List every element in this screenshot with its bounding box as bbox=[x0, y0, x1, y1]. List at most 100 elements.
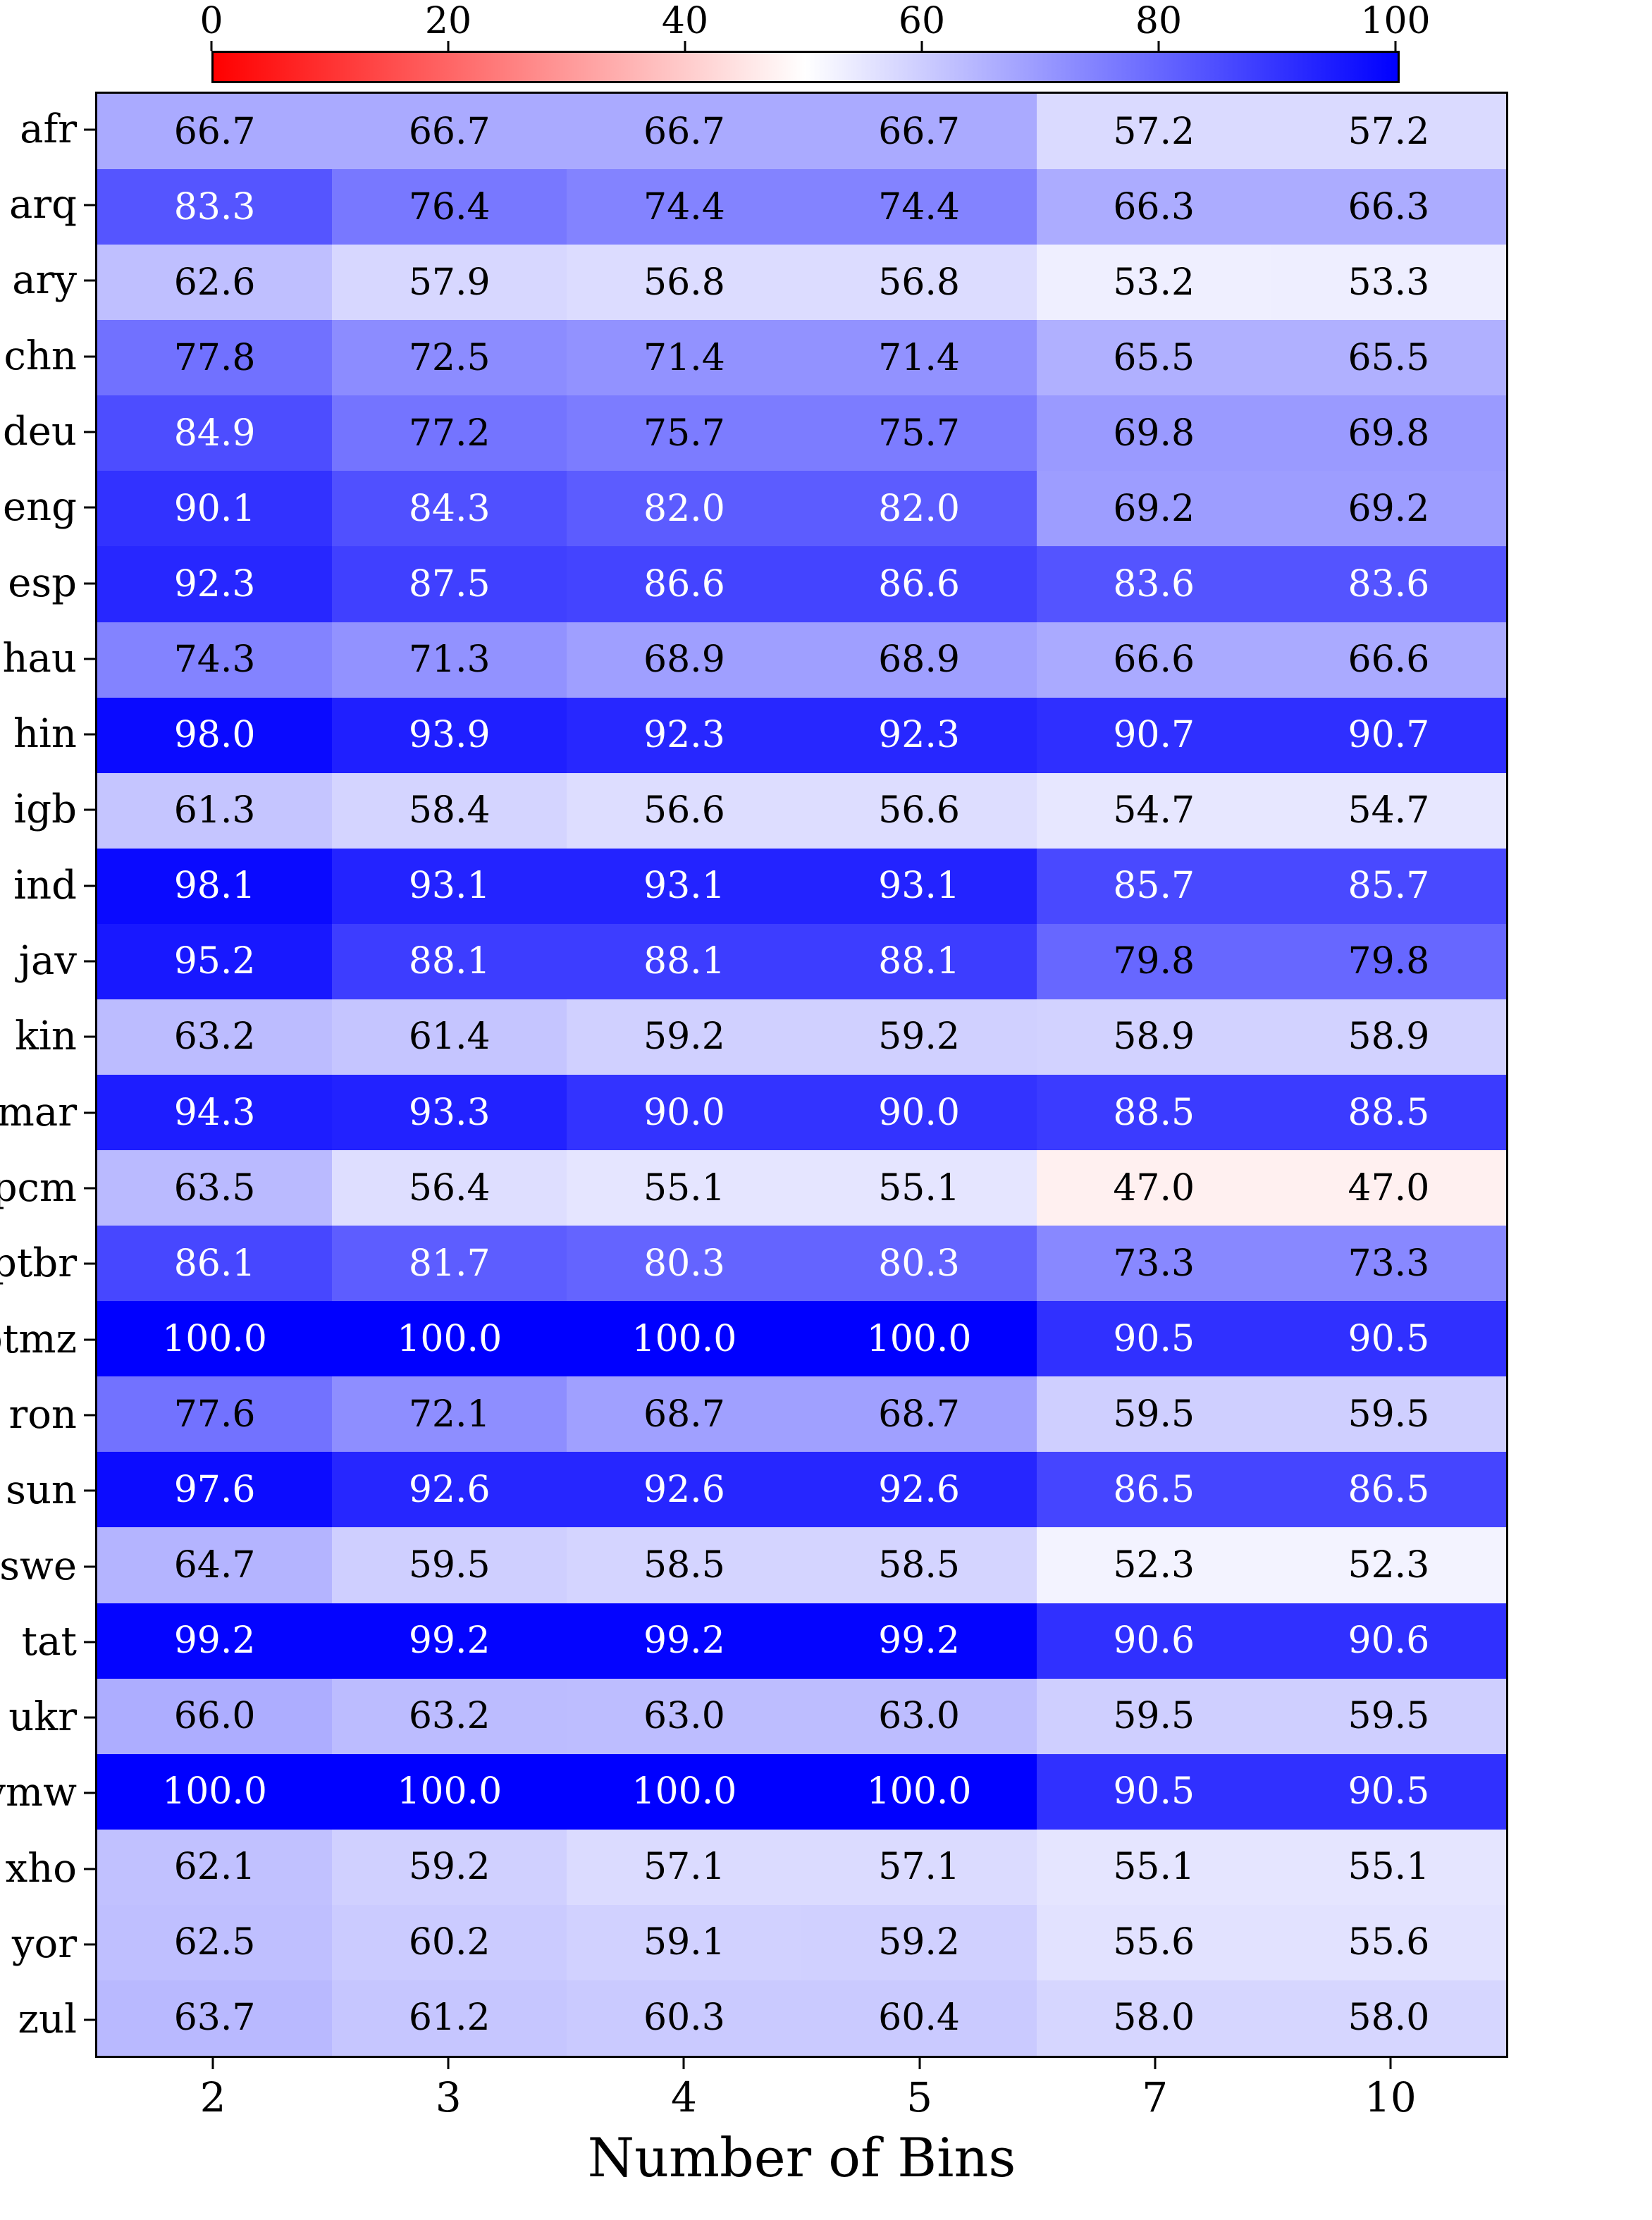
heatmap-cell-hin-5: 92.3 bbox=[801, 697, 1037, 773]
heatmap-cell-ptmz-7: 90.5 bbox=[1036, 1301, 1271, 1377]
row-label-ary: ary bbox=[12, 257, 77, 304]
heatmap-cell-pcm-4: 55.1 bbox=[567, 1150, 802, 1226]
heatmap-cell-vmw-4: 100.0 bbox=[567, 1753, 802, 1830]
heatmap-cell-arq-2: 83.3 bbox=[97, 169, 333, 245]
row-label-hau: hau bbox=[2, 635, 77, 682]
heatmap-cell-chn-7: 65.5 bbox=[1036, 320, 1271, 396]
heatmap-cell-tat-3: 99.2 bbox=[332, 1603, 567, 1679]
heatmap-cell-ind-10: 85.7 bbox=[1271, 848, 1506, 924]
row-label-pcm: pcm bbox=[0, 1164, 77, 1211]
heatmap-cell-jav-2: 95.2 bbox=[97, 923, 333, 999]
heatmap-cell-arq-7: 66.3 bbox=[1036, 169, 1271, 245]
y-axis-tick bbox=[84, 658, 95, 660]
row-label-igb: igb bbox=[13, 787, 77, 833]
heatmap-cell-zul-3: 61.2 bbox=[332, 1980, 567, 2056]
heatmap-cell-igb-7: 54.7 bbox=[1036, 772, 1271, 849]
heatmap-cell-ukr-10: 59.5 bbox=[1271, 1678, 1506, 1754]
y-axis-tick bbox=[84, 1641, 95, 1644]
heatmap-cell-ron-3: 72.1 bbox=[332, 1376, 567, 1453]
heatmap-cell-yor-10: 55.6 bbox=[1271, 1904, 1506, 1980]
y-axis-tick bbox=[84, 128, 95, 131]
heatmap-cell-xho-4: 57.1 bbox=[567, 1829, 802, 1905]
heatmap-cell-ron-2: 77.6 bbox=[97, 1376, 333, 1453]
y-axis-tick bbox=[84, 1187, 95, 1190]
row-label-chn: chn bbox=[4, 333, 78, 379]
y-axis-tick bbox=[84, 1868, 95, 1870]
heatmap-cell-xho-7: 55.1 bbox=[1036, 1829, 1271, 1905]
heatmap-cell-xho-10: 55.1 bbox=[1271, 1829, 1506, 1905]
row-label-afr: afr bbox=[20, 106, 77, 152]
heatmap-cell-ind-7: 85.7 bbox=[1036, 848, 1271, 924]
heatmap-cell-vmw-3: 100.0 bbox=[332, 1753, 567, 1830]
heatmap-cell-zul-5: 60.4 bbox=[801, 1980, 1037, 2056]
heatmap-cell-esp-7: 83.6 bbox=[1036, 546, 1271, 622]
x-axis-tick bbox=[1154, 2058, 1157, 2069]
x-tick-label-7: 7 bbox=[1142, 2073, 1169, 2121]
heatmap-cell-ary-2: 62.6 bbox=[97, 245, 333, 321]
heatmap-cell-yor-3: 60.2 bbox=[332, 1904, 567, 1980]
heatmap-cell-jav-4: 88.1 bbox=[567, 923, 802, 999]
y-axis-tick bbox=[84, 204, 95, 206]
heatmap-cell-swe-3: 59.5 bbox=[332, 1527, 567, 1603]
y-axis-tick bbox=[84, 1792, 95, 1794]
heatmap-cell-hau-10: 66.6 bbox=[1271, 622, 1506, 698]
heatmap-grid: 66.7 66.7 66.7 66.7 57.2 57.2 83.3 76.4 74.4 74.4… bbox=[95, 92, 1508, 2058]
heatmap-cell-swe-7: 52.3 bbox=[1036, 1527, 1271, 1603]
heatmap-cell-hau-5: 68.9 bbox=[801, 622, 1037, 698]
heatmap-cell-pcm-3: 56.4 bbox=[332, 1150, 567, 1226]
heatmap-cell-igb-10: 54.7 bbox=[1271, 772, 1506, 849]
heatmap-cell-pcm-10: 47.0 bbox=[1271, 1150, 1506, 1226]
heatmap-cell-afr-3: 66.7 bbox=[332, 94, 567, 170]
row-label-deu: deu bbox=[2, 408, 77, 455]
heatmap-cell-zul-2: 63.7 bbox=[97, 1980, 333, 2056]
heatmap-cell-zul-7: 58.0 bbox=[1036, 1980, 1271, 2056]
heatmap-cell-kin-10: 58.9 bbox=[1271, 999, 1506, 1075]
heatmap-cell-hin-10: 90.7 bbox=[1271, 697, 1506, 773]
heatmap-cell-eng-7: 69.2 bbox=[1036, 471, 1271, 547]
heatmap-cell-ary-5: 56.8 bbox=[801, 245, 1037, 321]
heatmap-cell-sun-7: 86.5 bbox=[1036, 1452, 1271, 1528]
heatmap-cell-swe-2: 64.7 bbox=[97, 1527, 333, 1603]
heatmap-cell-swe-4: 58.5 bbox=[567, 1527, 802, 1603]
heatmap-cell-ptmz-4: 100.0 bbox=[567, 1301, 802, 1377]
heatmap-cell-ptbr-2: 86.1 bbox=[97, 1226, 333, 1302]
heatmap-cell-ukr-7: 59.5 bbox=[1036, 1678, 1271, 1754]
heatmap-cell-igb-5: 56.6 bbox=[801, 772, 1037, 849]
y-axis-tick bbox=[84, 2018, 95, 2021]
row-label-ptbr: ptbr bbox=[0, 1240, 77, 1287]
y-axis-tick bbox=[84, 279, 95, 282]
heatmap-cell-mar-10: 88.5 bbox=[1271, 1074, 1506, 1151]
row-label-hin: hin bbox=[13, 711, 77, 758]
heatmap-cell-vmw-10: 90.5 bbox=[1271, 1753, 1506, 1830]
row-label-swe: swe bbox=[0, 1543, 77, 1589]
heatmap-cell-arq-3: 76.4 bbox=[332, 169, 567, 245]
heatmap-cell-jav-5: 88.1 bbox=[801, 923, 1037, 999]
x-axis-tick bbox=[1389, 2058, 1392, 2069]
heatmap-cell-ptbr-5: 80.3 bbox=[801, 1226, 1037, 1302]
y-axis-tick bbox=[84, 808, 95, 811]
colorbar-tick-label-0: 0 bbox=[199, 0, 223, 42]
heatmap-cell-sun-3: 92.6 bbox=[332, 1452, 567, 1528]
heatmap-cell-eng-5: 82.0 bbox=[801, 471, 1037, 547]
heatmap-cell-ron-7: 59.5 bbox=[1036, 1376, 1271, 1453]
heatmap-cell-ary-7: 53.2 bbox=[1036, 245, 1271, 321]
heatmap-cell-chn-4: 71.4 bbox=[567, 320, 802, 396]
heatmap-cell-swe-5: 58.5 bbox=[801, 1527, 1037, 1603]
heatmap-cell-ukr-5: 63.0 bbox=[801, 1678, 1037, 1754]
y-axis-tick bbox=[84, 1338, 95, 1341]
heatmap-cell-arq-5: 74.4 bbox=[801, 169, 1037, 245]
heatmap-cell-ron-5: 68.7 bbox=[801, 1376, 1037, 1453]
heatmap-cell-ary-3: 57.9 bbox=[332, 245, 567, 321]
heatmap-cell-mar-2: 94.3 bbox=[97, 1074, 333, 1151]
row-label-ron: ron bbox=[8, 1391, 77, 1438]
row-label-tat: tat bbox=[21, 1618, 77, 1665]
row-label-ind: ind bbox=[13, 862, 77, 908]
heatmap-cell-afr-10: 57.2 bbox=[1271, 94, 1506, 170]
heatmap-cell-hau-7: 66.6 bbox=[1036, 622, 1271, 698]
x-tick-label-10: 10 bbox=[1364, 2073, 1417, 2121]
row-label-esp: esp bbox=[8, 560, 77, 606]
heatmap-cell-esp-2: 92.3 bbox=[97, 546, 333, 622]
heatmap-cell-sun-10: 86.5 bbox=[1271, 1452, 1506, 1528]
row-label-vmw: vmw bbox=[0, 1770, 77, 1816]
